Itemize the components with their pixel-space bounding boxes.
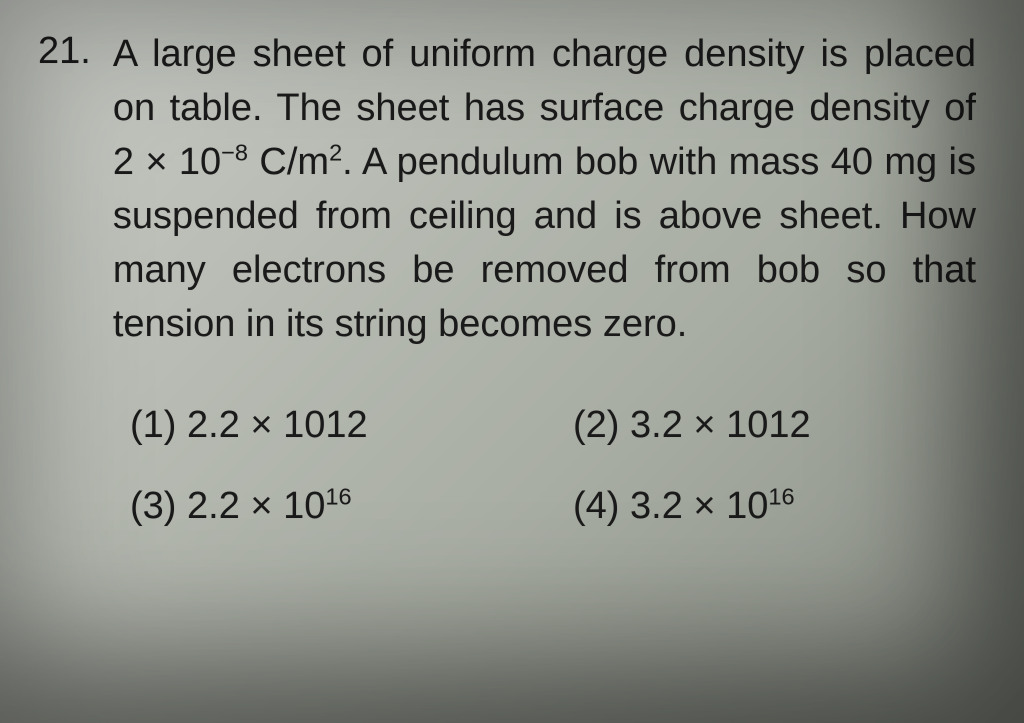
question-number: 21.	[38, 28, 91, 73]
option-1: (1) 2.2 × 1012	[130, 404, 533, 447]
option-1-label: (1)	[130, 404, 176, 446]
question-page: 21. A large sheet of uniform charge dens…	[0, 0, 1024, 548]
option-3-label: (3)	[130, 485, 176, 527]
option-1-value: 2.2 × 1012	[187, 404, 368, 446]
question-text: A large sheet of uniform charge density …	[113, 28, 976, 352]
option-4-value: 3.2 × 1016	[630, 485, 795, 527]
option-4: (4) 3.2 × 1016	[573, 485, 976, 528]
option-3-value: 2.2 × 1016	[187, 485, 352, 527]
option-2-value: 3.2 × 1012	[630, 404, 811, 446]
option-4-label: (4)	[573, 485, 619, 527]
option-2: (2) 3.2 × 1012	[573, 404, 976, 447]
option-2-label: (2)	[573, 404, 619, 446]
question-row: 21. A large sheet of uniform charge dens…	[38, 28, 976, 352]
option-3: (3) 2.2 × 1016	[130, 485, 533, 528]
options-grid: (1) 2.2 × 1012 (2) 3.2 × 1012 (3) 2.2 × …	[130, 404, 976, 528]
